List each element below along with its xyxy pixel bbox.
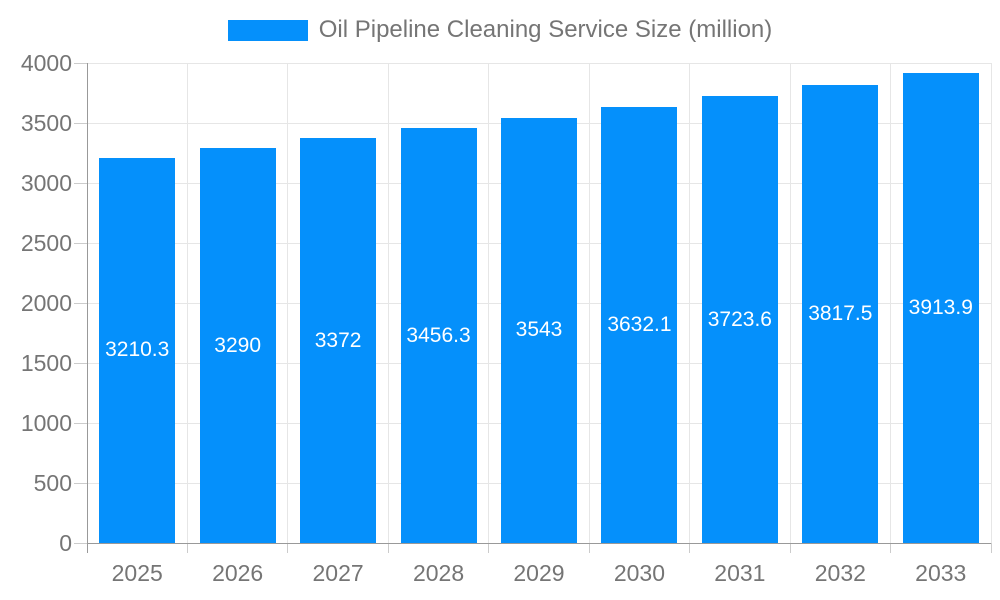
x-tick-label: 2031 — [714, 560, 766, 586]
y-tick-label: 3000 — [20, 170, 72, 196]
x-tick-label: 2026 — [212, 560, 264, 586]
x-axis-tick — [387, 543, 389, 553]
bar-2031[interactable] — [701, 96, 778, 543]
x-axis-tick — [789, 543, 791, 553]
x-tick-label: 2027 — [312, 560, 364, 586]
y-axis-line — [86, 63, 88, 553]
legend-label: Oil Pipeline Cleaning Service Size (mill… — [318, 16, 773, 43]
gridline-horizontal — [87, 62, 991, 64]
bar-2033[interactable] — [902, 73, 979, 543]
gridline-vertical — [789, 63, 791, 543]
y-tick-label: 500 — [33, 470, 72, 496]
gridline-vertical — [890, 63, 892, 543]
y-axis-tick — [74, 182, 87, 184]
x-axis-tick — [488, 543, 490, 553]
y-tick-label: 2000 — [20, 290, 72, 316]
y-axis-tick — [74, 62, 87, 64]
bar-2029[interactable] — [501, 117, 577, 543]
y-axis-tick — [74, 242, 87, 244]
legend-item[interactable]: Oil Pipeline Cleaning Service Size (mill… — [0, 16, 1000, 44]
y-axis-tick — [74, 122, 87, 124]
y-tick-label: 3500 — [20, 110, 72, 136]
bar-2025[interactable] — [99, 157, 176, 543]
gridline-vertical — [287, 63, 289, 543]
y-tick-label: 0 — [59, 530, 72, 556]
bar-2030[interactable] — [601, 107, 678, 543]
bar-2026[interactable] — [199, 148, 276, 543]
x-axis-line — [87, 542, 991, 544]
gridline-vertical — [990, 63, 992, 543]
x-tick-label: 2025 — [111, 560, 163, 586]
y-axis-tick — [74, 362, 87, 364]
x-axis-tick — [588, 543, 590, 553]
bar-2032[interactable] — [802, 84, 879, 543]
gridline-vertical — [689, 63, 691, 543]
x-axis-tick — [990, 543, 992, 553]
x-tick-label: 2030 — [613, 560, 666, 586]
x-axis-tick — [689, 543, 691, 553]
gridline-vertical — [186, 63, 188, 543]
y-axis-tick — [74, 542, 87, 544]
gridline-vertical — [488, 63, 490, 543]
gridline-vertical — [387, 63, 389, 543]
bar-2027[interactable] — [300, 138, 377, 543]
y-tick-label: 1500 — [20, 350, 72, 376]
bar-2028[interactable] — [400, 128, 477, 543]
y-axis-tick — [74, 482, 87, 484]
x-axis-tick — [186, 543, 188, 553]
y-axis-tick — [74, 302, 87, 304]
y-tick-label: 1000 — [20, 410, 72, 436]
y-tick-label: 2500 — [20, 230, 72, 256]
x-tick-label: 2033 — [915, 560, 967, 586]
x-axis-tick — [287, 543, 289, 553]
y-tick-label: 4000 — [20, 50, 72, 76]
x-tick-label: 2032 — [814, 560, 866, 586]
x-tick-label: 2028 — [412, 560, 465, 586]
legend-swatch — [227, 19, 308, 41]
x-axis-tick — [890, 543, 892, 553]
x-tick-label: 2029 — [513, 560, 565, 586]
gridline-vertical — [588, 63, 590, 543]
y-axis-tick — [74, 422, 87, 424]
